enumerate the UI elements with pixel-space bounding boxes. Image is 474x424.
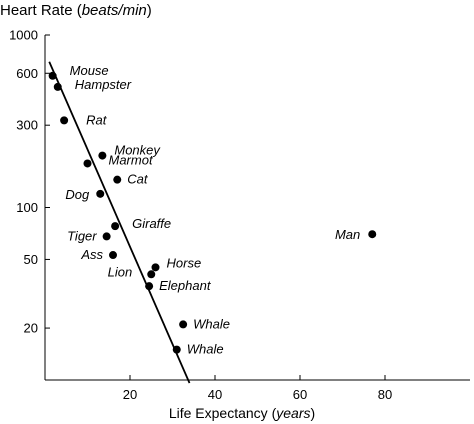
trend-line-group (48, 61, 191, 384)
point-label-rat-2: Rat (86, 112, 108, 127)
point-label-hampster-1: Hampster (75, 77, 132, 92)
point-label-elephant-12: Elephant (159, 278, 212, 293)
data-point-ass-9 (109, 251, 117, 260)
point-label-ass-9: Ass (80, 247, 103, 262)
data-point-whale-14 (172, 345, 181, 354)
point-label-cat-5: Cat (127, 172, 149, 187)
data-point-whale-13 (179, 320, 188, 329)
data-points (48, 71, 377, 354)
data-point-tiger-8 (102, 232, 111, 241)
y-axis-ticks: 20 50 100 300 600 1000 (9, 28, 50, 336)
x-tick-label-80: 80 (378, 387, 392, 402)
point-label-monkey-3: Monkey (114, 143, 161, 158)
y-tick-label-600: 600 (16, 66, 38, 81)
x-tick-label-40: 40 (208, 387, 222, 402)
point-label-dog-6: Dog (65, 187, 90, 202)
data-point-hampster-1 (53, 82, 62, 91)
data-point-elephant-12 (145, 282, 154, 291)
chart-title-unit: beats/min (82, 2, 147, 19)
chart-title: Heart Rate (beats/min) (0, 2, 152, 19)
data-point-monkey-3 (98, 151, 107, 160)
x-axis-label-text: Life Expectancy (169, 405, 268, 421)
y-tick-label-100: 100 (16, 200, 38, 215)
point-label-man-15: Man (335, 227, 360, 242)
data-point-giraffe-7 (111, 222, 120, 231)
point-label-marmot-4: Marmot (109, 152, 154, 167)
chart-title-text: Heart Rate (0, 2, 73, 19)
x-axis-ticks: 20 40 60 80 (123, 375, 392, 402)
y-tick-label-300: 300 (16, 118, 38, 133)
point-label-lion-11: Lion (108, 264, 133, 279)
point-label-tiger-8: Tiger (67, 228, 97, 243)
data-point-marmot-4 (83, 159, 92, 168)
data-point-cat-5 (113, 175, 122, 184)
x-axis-label: Life Expectancy (years) (169, 405, 315, 421)
data-point-lion-11 (147, 270, 156, 279)
y-tick-label-1000: 1000 (9, 28, 38, 43)
y-tick-label-50: 50 (24, 252, 38, 267)
point-label-whale-14: Whale (187, 342, 224, 357)
data-point-rat-2 (60, 116, 69, 125)
data-point-dog-6 (96, 189, 105, 198)
point-label-horse-10: Horse (167, 255, 202, 270)
y-tick-label-20: 20 (24, 321, 38, 336)
x-tick-label-60: 60 (293, 387, 307, 402)
trend-line (48, 61, 191, 384)
data-point-man-15 (368, 230, 377, 239)
point-label-whale-13: Whale (193, 316, 230, 331)
point-label-mouse-0: Mouse (70, 63, 109, 78)
point-label-giraffe-7: Giraffe (132, 216, 171, 231)
data-point-mouse-0 (48, 71, 57, 80)
data-point-horse-10 (151, 263, 160, 272)
x-tick-label-20: 20 (123, 387, 137, 402)
x-axis-label-unit: years (275, 405, 310, 421)
